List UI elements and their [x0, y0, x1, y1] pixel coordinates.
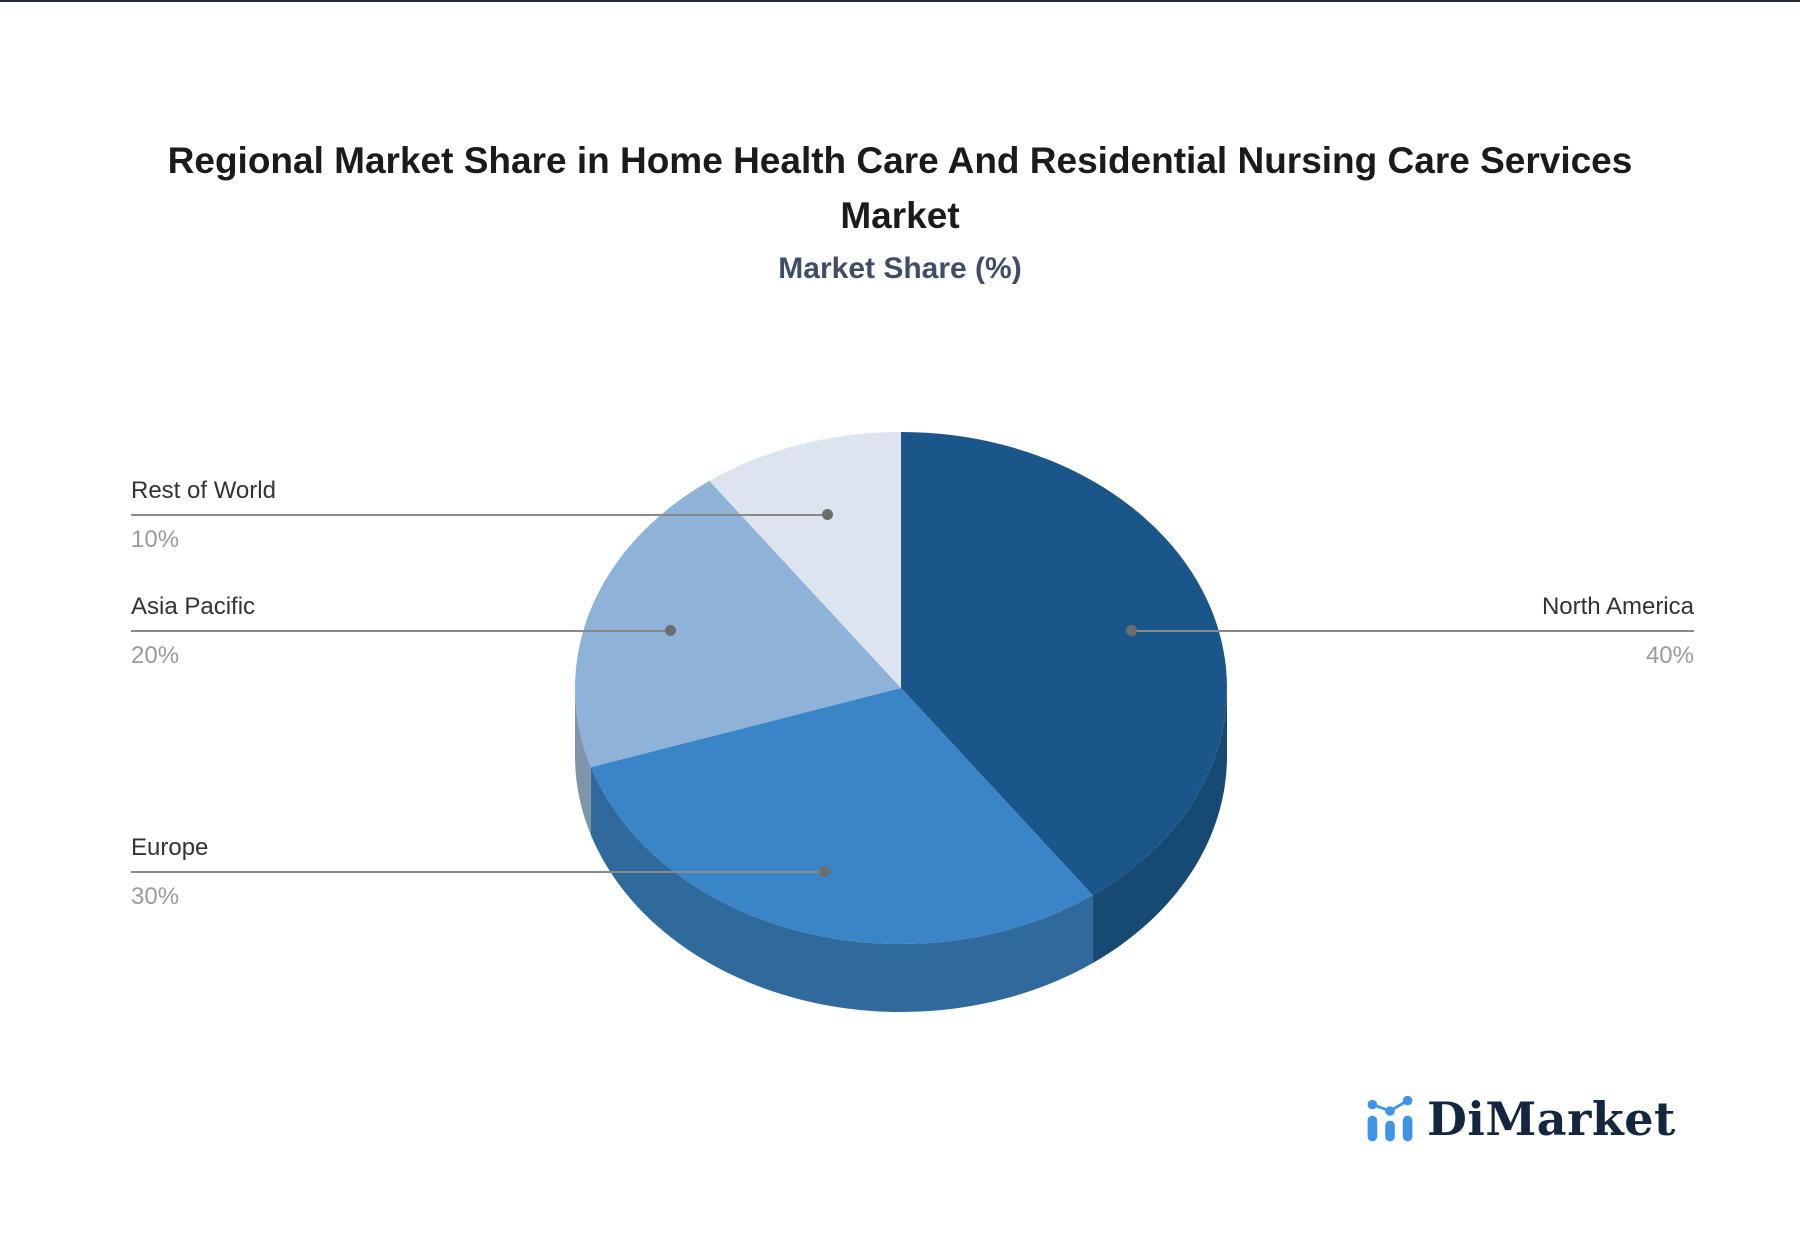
- callout-europe: Europe 30%: [131, 832, 830, 912]
- leader-line-rest-of-world: [131, 509, 833, 520]
- leader-line-europe: [131, 866, 830, 877]
- callout-rest-of-world: Rest of World 10%: [131, 475, 833, 555]
- leader-line-north-america: [1126, 625, 1694, 636]
- leader-dot-rest-of-world: [822, 509, 833, 520]
- slice-label-asia-pacific: Asia Pacific: [131, 593, 256, 620]
- bar-chart-logo-icon: [1367, 1096, 1413, 1142]
- chart-title-line2: Market: [840, 195, 960, 236]
- callout-asia-pacific: Asia Pacific 20%: [131, 591, 676, 671]
- slice-value-north-america: 40%: [1645, 642, 1694, 669]
- leader-dot-asia-pacific: [665, 625, 676, 636]
- callout-north-america: North America 40%: [1126, 591, 1694, 671]
- chart-title-line1: Regional Market Share in Home Health Car…: [167, 140, 1633, 181]
- screenshot-top-border: [0, 0, 1800, 2]
- slice-label-north-america: North America: [1541, 593, 1694, 620]
- leader-dot-europe: [819, 866, 830, 877]
- slice-label-europe: Europe: [131, 834, 209, 861]
- slice-label-rest-of-world: Rest of World: [131, 477, 276, 504]
- slice-value-rest-of-world: 10%: [131, 526, 180, 553]
- leader-dot-north-america: [1126, 625, 1137, 636]
- dimarket-logo: DiMarket: [1366, 1096, 1676, 1142]
- slice-value-asia-pacific: 20%: [131, 642, 180, 669]
- logo-text: DiMarket: [1427, 1092, 1676, 1146]
- leader-line-asia-pacific: [131, 625, 676, 636]
- chart-header: Regional Market Share in Home Health Car…: [0, 133, 1800, 286]
- chart-subtitle: Market Share (%): [778, 252, 1022, 285]
- slice-value-europe: 30%: [131, 883, 180, 910]
